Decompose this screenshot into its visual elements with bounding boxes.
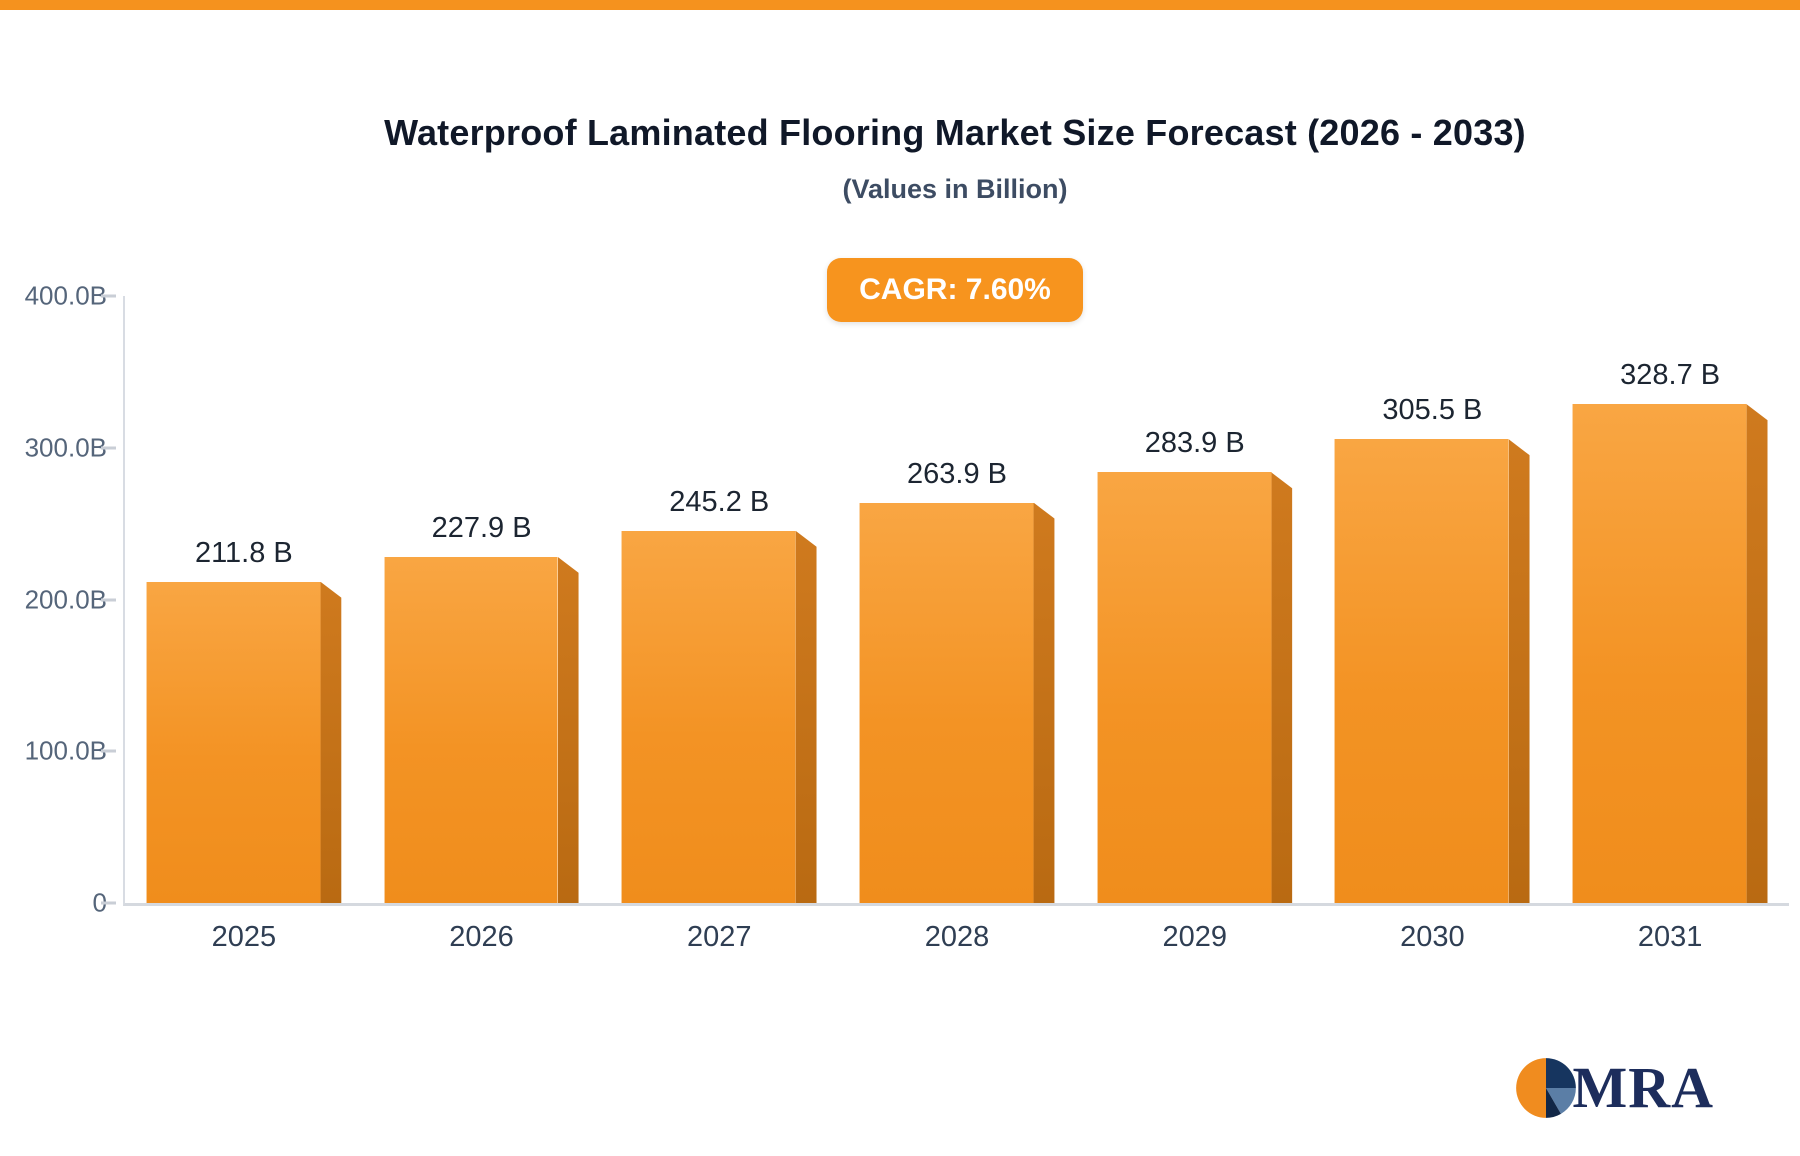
bar-value-label: 263.9 B [907,457,1007,490]
x-axis-label: 2025 [211,921,277,953]
bar-group: 245.2 B 2027 [600,296,838,953]
bar-side-shadow [1033,502,1055,903]
bar-face [146,581,321,903]
bar-value-label: 227.9 B [431,512,532,545]
bar [859,502,1055,903]
x-axis-label: 2031 [1637,921,1703,953]
bar-value-label: 328.7 B [1620,359,1721,392]
bar-side-shadow [320,581,342,903]
bar-group: 328.7 B 2031 [1551,296,1789,953]
bar-side-shadow [558,557,579,903]
y-axis-tick [101,294,116,298]
bar-side-shadow [1508,439,1530,903]
x-axis-label: 2029 [1162,921,1227,953]
bar [1572,404,1768,903]
plot-area: 400.0B 300.0B 200.0B 100.0B 0 211.8 B 2025 227.… [25,281,1789,953]
bar-side-shadow [1271,472,1293,903]
bar [384,557,579,903]
bar-side-shadow [1746,404,1768,903]
bar-group: 283.9 B 2029 [1076,296,1314,953]
bar [146,581,342,903]
bar-side-shadow [795,530,817,903]
y-axis-tick-label: 200.0B [24,584,107,614]
bar-value-label: 283.9 B [1144,427,1245,460]
y-axis-tick-label: 100.0B [24,735,107,766]
chart-subtitle: (Values in Billion) [842,174,1068,204]
bar-face [1572,404,1747,903]
y-axis-tick [101,446,116,450]
bar-value-label: 245.2 B [669,485,770,518]
bar-group: 227.9 B 2026 [363,296,601,953]
bar-value-label: 305.5 B [1382,394,1483,427]
top-accent-bar [0,0,1800,10]
bar-group: 263.9 B 2028 [838,296,1076,953]
bar-value-label: 211.8 B [194,536,293,569]
x-axis-label: 2028 [924,921,990,953]
pie-logo-icon [1516,1058,1577,1118]
y-axis-tick-label: 0 [92,887,107,918]
bar-face [1334,439,1509,903]
cagr-badge-wrap: CAGR: 7.60% [123,258,1787,322]
bar-face [1097,472,1272,903]
cagr-badge: CAGR: 7.60% [827,258,1083,322]
logo-text: MRA [1572,1055,1714,1120]
x-axis-label: 2027 [687,921,752,953]
bar [1097,472,1293,903]
x-axis-label: 2030 [1400,921,1465,953]
bar-face [384,557,558,903]
x-axis-label: 2026 [449,921,514,953]
y-axis-tick [101,598,116,601]
bar [1334,439,1530,903]
bar-face [859,502,1034,903]
chart-title: Waterproof Laminated Flooring Market Siz… [384,112,1526,153]
bar-group: 211.8 B 2025 [125,296,363,953]
brand-logo: MRA [1514,1056,1714,1120]
bar-face [621,530,796,903]
y-axis-tick [101,749,116,753]
y-axis-tick-label: 400.0B [24,280,107,311]
bar [621,530,817,903]
y-axis-tick-label: 300.0B [24,432,107,463]
y-axis-tick [101,901,116,905]
bar-group: 305.5 B 2030 [1314,296,1552,953]
